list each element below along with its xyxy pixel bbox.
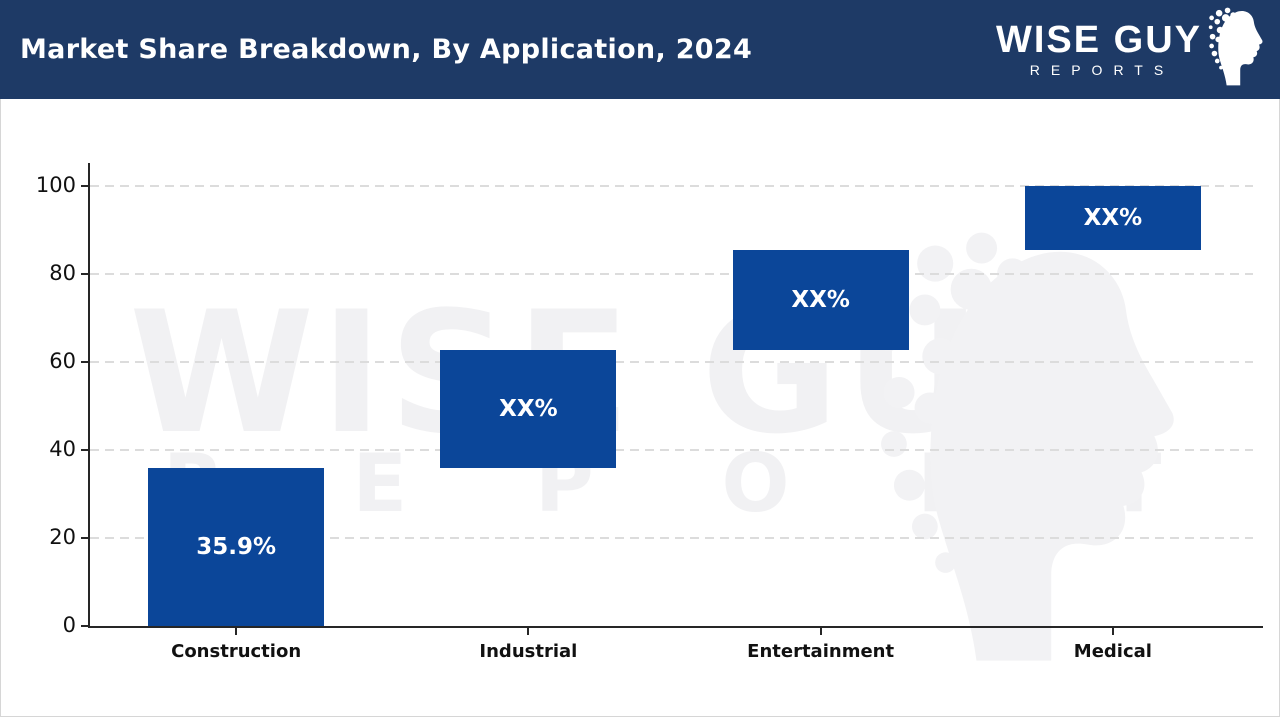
x-axis-tick bbox=[235, 627, 238, 635]
x-axis-spine bbox=[88, 626, 1263, 628]
y-axis-tick bbox=[81, 537, 89, 539]
bar-value-label: XX% bbox=[1083, 205, 1143, 232]
x-tick-label: Medical bbox=[1073, 641, 1152, 662]
page-title: Market Share Breakdown, By Application, … bbox=[20, 34, 753, 65]
bar-segment-industrial: XX% bbox=[440, 350, 617, 469]
bar-segment-entertainment: XX% bbox=[732, 250, 909, 351]
gridline bbox=[90, 449, 1253, 451]
y-tick-label: 0 bbox=[62, 613, 76, 637]
x-tick-label: Entertainment bbox=[747, 641, 895, 662]
logo-subtext: REPORTS bbox=[1029, 62, 1175, 78]
y-tick-label: 80 bbox=[49, 261, 76, 285]
waterfall-chart: 0 20 40 60 80 100 Construction Industrial Entert… bbox=[1, 99, 1279, 716]
bar-value-label: XX% bbox=[791, 287, 850, 314]
gridline bbox=[90, 537, 1253, 539]
gridline bbox=[90, 273, 1253, 275]
logo-text: WISE GUY REPORTS bbox=[996, 20, 1202, 78]
y-axis-tick bbox=[81, 625, 89, 627]
x-axis-tick bbox=[527, 627, 530, 635]
x-tick-label: Construction bbox=[171, 641, 302, 662]
y-axis-spine bbox=[88, 163, 90, 628]
y-axis-tick bbox=[81, 449, 89, 451]
logo-wordmark: WISE GUY bbox=[995, 19, 1202, 61]
y-tick-label: 40 bbox=[49, 437, 76, 461]
y-axis-tick bbox=[81, 273, 89, 275]
bar-value-label: 35.9% bbox=[196, 534, 277, 560]
wiseguy-logo: WISE GUY REPORTS bbox=[996, 6, 1266, 86]
y-tick-label: 100 bbox=[35, 173, 76, 197]
y-axis-tick bbox=[81, 185, 89, 187]
bar-value-label: XX% bbox=[499, 396, 558, 423]
gridline bbox=[90, 185, 1253, 187]
gridline bbox=[90, 361, 1253, 363]
bar-segment-medical: XX% bbox=[1024, 186, 1201, 251]
x-tick-label: Industrial bbox=[479, 641, 578, 662]
y-tick-label: 60 bbox=[49, 349, 76, 373]
header: Market Share Breakdown, By Application, … bbox=[0, 0, 1280, 99]
y-axis-tick bbox=[81, 361, 89, 363]
chart-card: WISE GUY R E P O R T S 0 20 40 60 80 100 Const… bbox=[0, 99, 1280, 717]
bar-segment-construction: 35.9% bbox=[148, 468, 325, 626]
wiseguy-head-icon bbox=[1208, 7, 1263, 86]
y-tick-label: 20 bbox=[49, 525, 76, 549]
x-axis-tick bbox=[1111, 627, 1114, 635]
x-axis-tick bbox=[819, 627, 822, 635]
